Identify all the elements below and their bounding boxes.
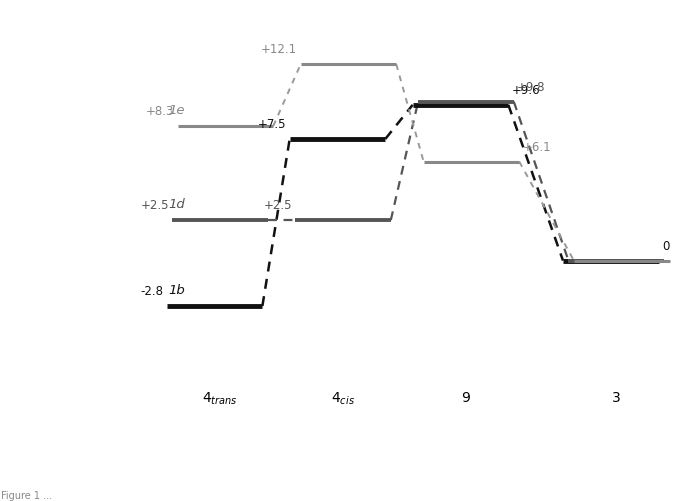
Text: +2.5: +2.5: [140, 199, 169, 211]
Text: +8.3: +8.3: [146, 105, 174, 118]
Text: +9.8: +9.8: [517, 81, 546, 93]
Text: +2.5: +2.5: [263, 199, 292, 211]
Text: +12.1: +12.1: [261, 43, 297, 56]
Text: 1b: 1b: [169, 284, 185, 297]
Text: 1d: 1d: [169, 198, 185, 210]
Text: Figure 1 ...: Figure 1 ...: [1, 489, 53, 499]
Text: 0: 0: [662, 239, 670, 252]
Text: +6.1: +6.1: [523, 140, 552, 153]
Text: +9.6: +9.6: [512, 84, 541, 97]
Text: $4_{cis}$: $4_{cis}$: [331, 390, 355, 406]
Text: -2.8: -2.8: [141, 285, 163, 298]
Text: +7.5: +7.5: [258, 118, 286, 131]
Text: 1e: 1e: [169, 104, 185, 117]
Text: 9: 9: [462, 390, 471, 404]
Text: 3: 3: [612, 390, 621, 404]
Text: $4_{trans}$: $4_{trans}$: [202, 390, 238, 406]
